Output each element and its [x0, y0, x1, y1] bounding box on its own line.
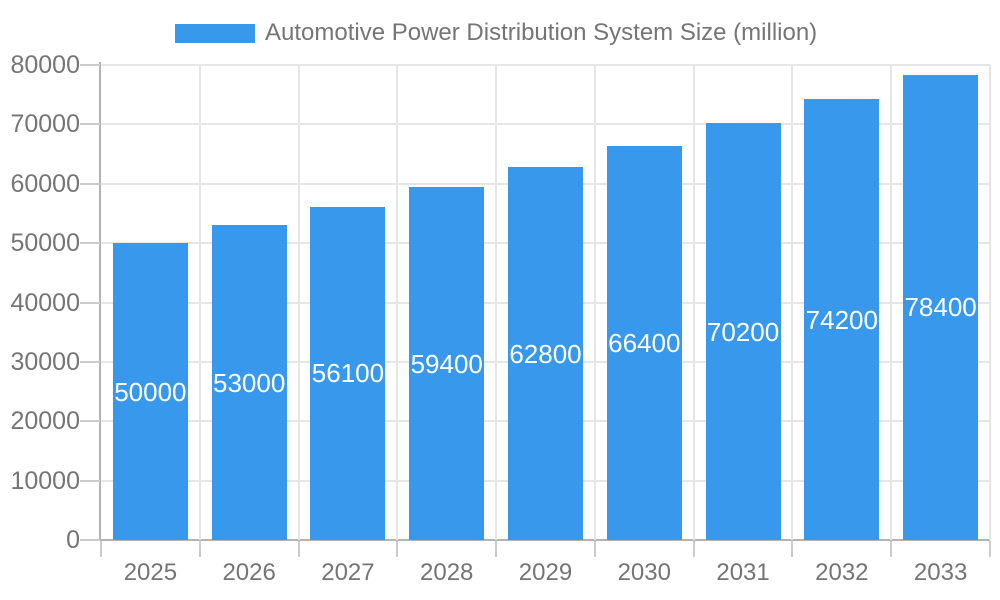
y-axis-line — [99, 62, 101, 541]
y-axis-tick-label: 40000 — [10, 288, 80, 317]
y-axis-tick-label: 0 — [66, 526, 80, 554]
x-axis-tick-label: 2028 — [420, 559, 474, 586]
legend-label: Automotive Power Distribution System Siz… — [265, 19, 818, 46]
y-axis-tick-label: 30000 — [10, 347, 80, 376]
bar-2033[interactable] — [903, 74, 979, 540]
x-axis-line — [99, 539, 990, 541]
gridline-vertical — [297, 65, 300, 540]
bar-value-label: 70200 — [706, 316, 780, 347]
y-axis-tick-label: 70000 — [10, 110, 80, 139]
y-axis-tick-label: 50000 — [10, 229, 80, 258]
x-axis-tick-label: 2029 — [518, 559, 573, 586]
x-axis-tick — [297, 541, 300, 557]
x-axis-tick — [396, 541, 399, 557]
x-axis-tick — [989, 541, 991, 557]
y-axis-tick — [80, 242, 100, 245]
bar-2028[interactable] — [409, 187, 485, 540]
y-axis-tick — [80, 123, 100, 126]
gridline-vertical — [692, 65, 695, 540]
y-axis-tick-label: 60000 — [10, 169, 80, 198]
plot-area: 50000 53000 56100 59400 62800 66400 70200 74200… — [101, 64, 991, 540]
x-axis-tick-label: 2031 — [716, 559, 770, 586]
y-axis-tick — [80, 64, 100, 66]
x-axis-tick-label: 2026 — [222, 559, 276, 586]
gridline-vertical — [396, 65, 399, 540]
y-axis-tick — [80, 301, 100, 304]
gridline-vertical — [198, 65, 201, 540]
x-axis-tick — [791, 541, 794, 557]
x-axis-tick — [593, 541, 596, 557]
bar-value-label: 59400 — [410, 348, 483, 379]
x-axis-tick-label: 2025 — [123, 559, 178, 586]
bar-value-label: 50000 — [114, 376, 187, 407]
bar-value-label: 62800 — [509, 338, 582, 369]
y-axis-tick — [80, 360, 100, 363]
bar-2026[interactable] — [211, 225, 287, 540]
y-axis-tick — [80, 420, 100, 423]
x-axis-tick — [495, 541, 498, 557]
y-axis-tick — [80, 182, 100, 185]
bar-value-label: 74200 — [805, 304, 878, 335]
y-axis-tick-label: 80000 — [10, 51, 80, 79]
x-axis-tick — [100, 541, 102, 557]
y-axis-tick — [80, 539, 100, 541]
bar-value-label: 66400 — [608, 327, 681, 358]
bar-2029[interactable] — [508, 167, 583, 540]
gridline-horizontal — [101, 64, 990, 66]
bar-2025[interactable] — [112, 243, 188, 540]
gridline-vertical — [890, 65, 893, 540]
gridline-horizontal — [101, 123, 990, 126]
x-axis-tick-label: 2030 — [617, 559, 671, 586]
bar-value-label: 53000 — [213, 367, 286, 398]
legend-swatch — [175, 23, 255, 43]
gridline-vertical — [495, 65, 498, 540]
gridline-vertical — [593, 65, 596, 540]
bar-2032[interactable] — [804, 99, 880, 540]
bar-2031[interactable] — [705, 123, 781, 540]
legend[interactable]: Automotive Power Distribution System Siz… — [175, 20, 817, 46]
x-axis-tick — [890, 541, 893, 557]
x-axis-tick — [692, 541, 695, 557]
x-axis-tick — [198, 541, 201, 557]
bar-2027[interactable] — [310, 206, 386, 540]
y-axis-tick-label: 10000 — [10, 466, 80, 495]
bar-2030[interactable] — [606, 145, 682, 540]
gridline-vertical — [791, 65, 794, 540]
bar-value-label: 56100 — [311, 358, 385, 389]
x-axis-tick-label: 2033 — [913, 559, 968, 586]
y-axis-tick — [80, 479, 100, 482]
x-axis-tick-label: 2027 — [321, 559, 375, 586]
bar-value-label: 78400 — [904, 292, 977, 323]
gridline-vertical — [989, 65, 991, 540]
y-axis-tick-label: 20000 — [10, 407, 80, 436]
x-axis-tick-label: 2032 — [815, 559, 869, 586]
